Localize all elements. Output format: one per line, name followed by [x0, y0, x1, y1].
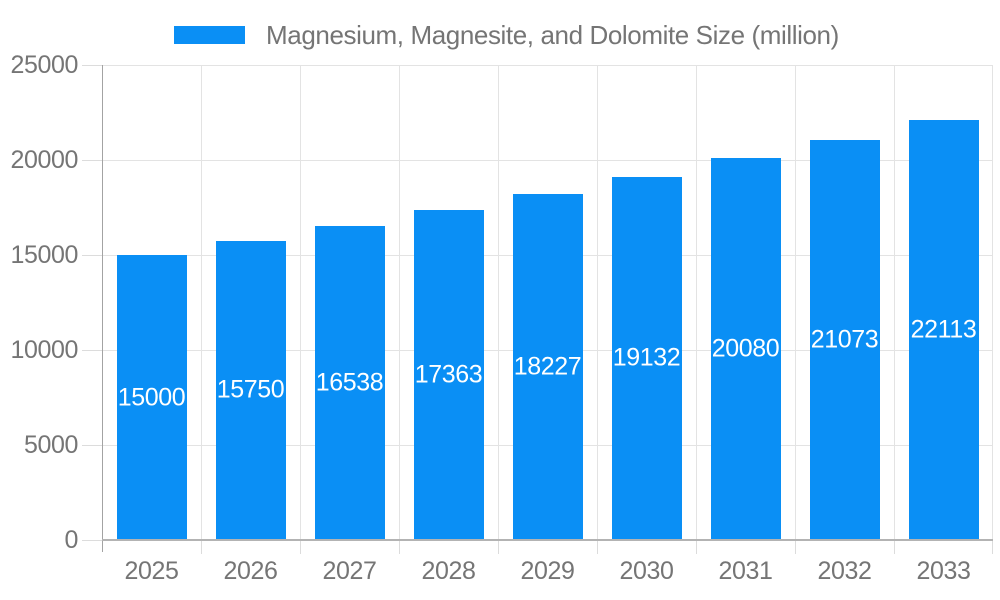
bar-slot: 22113: [894, 65, 993, 540]
bars: 15000 15750 16538 17363 18227 19132 20080 21073…: [102, 65, 993, 540]
bar-value-label: 20080: [711, 334, 780, 363]
bar-value-label: 15750: [216, 375, 285, 404]
bar-slot: 16538: [300, 65, 399, 540]
y-gridline: [102, 65, 993, 66]
bar-slot: 15000: [102, 65, 201, 540]
x-tick-label: 2025: [124, 557, 179, 585]
y-tick-label: 10000: [10, 336, 78, 364]
x-tick-label: 2033: [916, 557, 971, 585]
x-tick-label: 2029: [520, 557, 575, 585]
x-tick-label: 2030: [619, 557, 674, 585]
x-boundary-gridline: [398, 65, 400, 540]
bar[interactable]: 15750: [215, 240, 286, 540]
x-boundary-gridline: [795, 65, 796, 540]
x-axis-tick: [894, 540, 895, 554]
bar[interactable]: 20080: [710, 158, 781, 540]
x-axis-tick: [300, 540, 301, 554]
bar-slot: 15750: [201, 65, 300, 540]
bar-value-label: 22113: [910, 315, 977, 344]
x-boundary-gridline: [894, 65, 895, 540]
legend-item[interactable]: Magnesium, Magnesite, and Dolomite Size …: [174, 18, 839, 52]
x-boundary-gridline: [695, 65, 697, 540]
bar-value-label: 16538: [315, 368, 384, 397]
y-tick-label: 0: [64, 526, 78, 554]
x-axis-tick: [695, 540, 697, 554]
bar[interactable]: 21073: [809, 139, 880, 540]
bar[interactable]: 16538: [314, 225, 385, 540]
bar-value-label: 15000: [117, 383, 186, 411]
legend-swatch: [174, 26, 245, 44]
x-tick-label: 2031: [718, 557, 773, 585]
x-tick-label: 2026: [223, 557, 278, 585]
x-axis-tick: [992, 540, 993, 554]
y-axis-line: [102, 65, 103, 552]
x-boundary-gridline: [300, 65, 301, 540]
legend-label: Magnesium, Magnesite, and Dolomite Size …: [266, 20, 839, 50]
x-tick-label: 2032: [817, 557, 872, 585]
x-axis-tick: [201, 540, 202, 554]
bar-value-label: 19132: [612, 343, 681, 372]
y-axis-tick: [82, 65, 102, 66]
bar[interactable]: 18227: [512, 193, 583, 540]
x-tick-label: 2028: [421, 557, 476, 585]
y-axis-labels: 0 5000 10000 15000 20000 25000: [0, 51, 78, 554]
bar-slot: 19132: [597, 65, 696, 540]
y-axis-tick: [82, 160, 102, 161]
x-axis-tick: [795, 540, 796, 554]
bar-value-label: 21073: [810, 325, 879, 354]
bar[interactable]: 15000: [116, 255, 187, 540]
bar-slot: 18227: [498, 65, 597, 540]
x-axis-line: [102, 539, 993, 541]
x-boundary-gridline: [992, 65, 993, 540]
bar[interactable]: 22113: [908, 119, 979, 540]
y-gridline: [102, 160, 993, 161]
x-tick-label: 2027: [322, 557, 377, 585]
bar-slot: 21073: [795, 65, 894, 540]
bar-value-label: 17363: [414, 360, 483, 389]
y-tick-label: 20000: [10, 146, 78, 174]
x-axis-tick: [398, 540, 400, 554]
bar-slot: 20080: [696, 65, 795, 540]
bar-slot: 17363: [399, 65, 498, 540]
x-axis-tick: [498, 540, 499, 554]
y-axis-tick: [82, 540, 102, 541]
y-axis-tick: [82, 350, 102, 351]
x-boundary-gridline: [498, 65, 499, 540]
bar-value-label: 18227: [513, 352, 582, 381]
y-tick-label: 15000: [10, 241, 78, 269]
plot-area: 15000 15750 16538 17363 18227 19132 20080 21073…: [82, 65, 993, 554]
bar[interactable]: 19132: [611, 176, 682, 540]
x-axis-labels: 2025 2026 2027 2028 2029 2030 2031 2032 2033: [102, 556, 993, 586]
x-axis-tick: [597, 540, 598, 554]
x-boundary-gridline: [201, 65, 202, 540]
y-tick-label: 5000: [23, 431, 78, 459]
y-axis-tick: [82, 255, 102, 256]
y-tick-label: 25000: [10, 51, 78, 79]
y-axis-tick: [82, 445, 102, 446]
bar[interactable]: 17363: [413, 210, 484, 540]
x-boundary-gridline: [597, 65, 598, 540]
